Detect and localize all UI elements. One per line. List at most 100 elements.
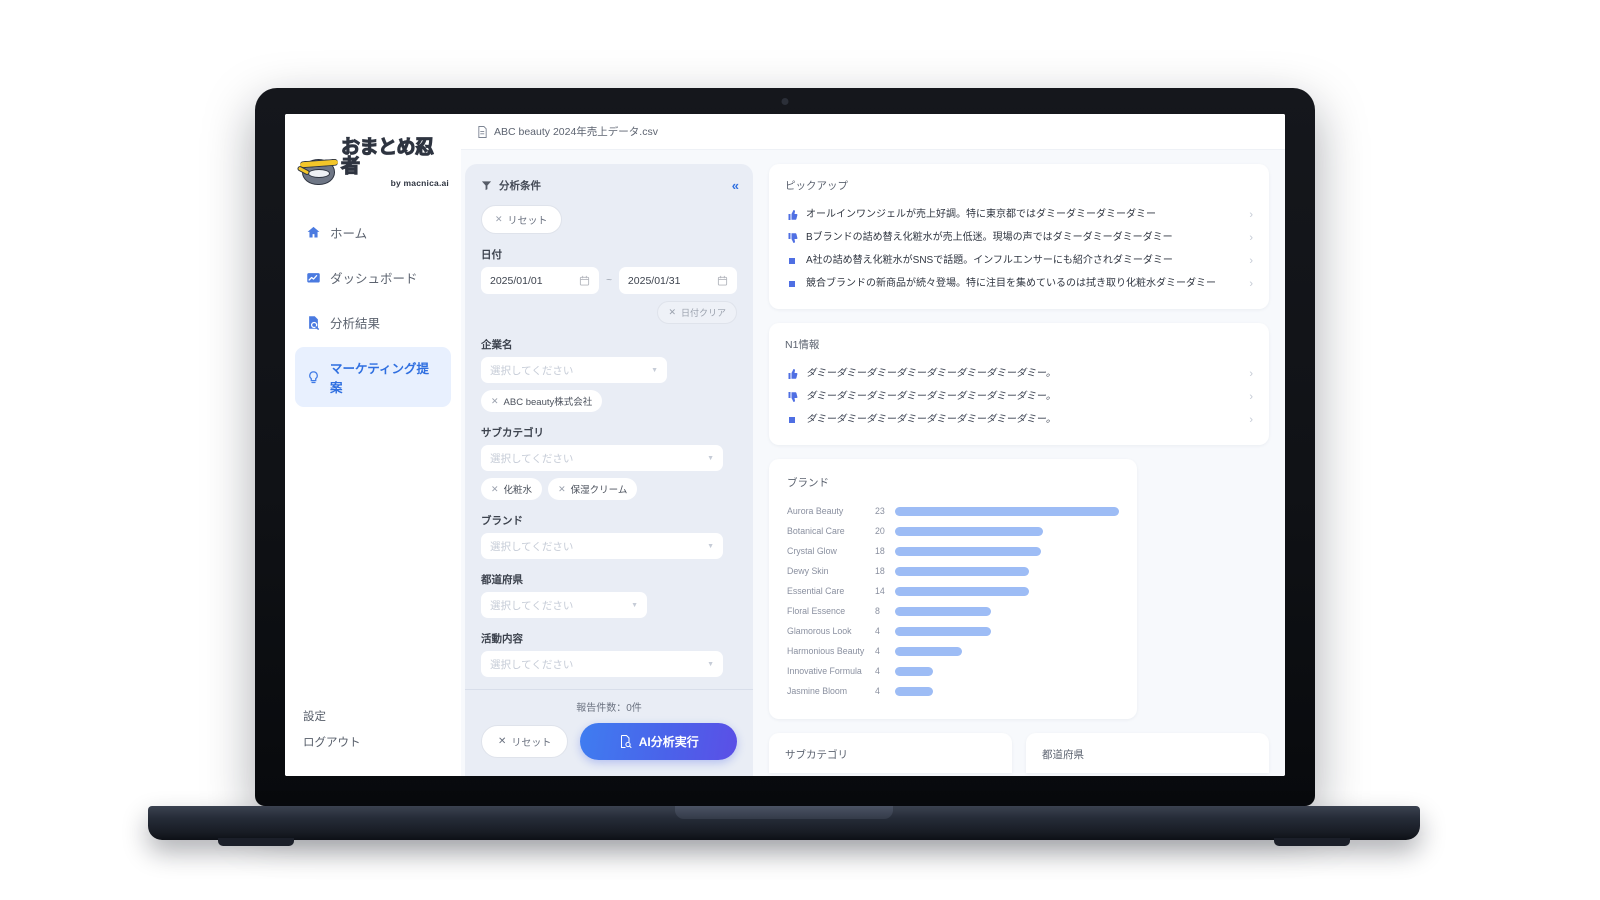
reset-filters-top-button[interactable]: ✕ リセット	[481, 205, 562, 234]
sidebar-item-home[interactable]: ホーム	[295, 212, 451, 253]
prefecture-select[interactable]: 選択してください ▼	[481, 592, 647, 618]
company-placeholder: 選択してください	[490, 364, 574, 377]
sidebar-item-label: 分析結果	[330, 317, 381, 331]
brand-field-label: ブランド	[481, 515, 523, 527]
lightbulb-icon	[305, 369, 321, 385]
prefecture-chart-card: 都道府県	[1026, 733, 1269, 773]
prefecture-field-label: 都道府県	[481, 574, 523, 586]
bar-fill	[895, 606, 992, 616]
filter-panel: 分析条件 « ✕ リセット 日付	[465, 164, 753, 776]
chip[interactable]: ✕ 化粧水	[481, 478, 543, 500]
pickup-card: ピックアップ オールインワンジェルが売上好調。特に東京都ではダミーダミーダミーダ…	[769, 164, 1269, 309]
sidebar-item-marketing-proposal[interactable]: マーケティング提案	[295, 347, 451, 407]
file-name: ABC beauty 2024年売上データ.csv	[494, 126, 658, 138]
bar-value-label: 18	[875, 566, 885, 576]
subcategory-placeholder: 選択してください	[490, 452, 574, 465]
list-item-text: 競合ブランドの新商品が続々登場。特に注目を集めているのは拭き取り化粧水ダミーダミ…	[806, 278, 1216, 289]
chip[interactable]: ✕ 保湿クリーム	[548, 478, 638, 500]
app-logo[interactable]: おまとめ忍者 by macnica.ai	[285, 128, 461, 206]
run-label: AI分析実行	[638, 735, 699, 749]
sidebar: おまとめ忍者 by macnica.ai ホーム	[285, 114, 461, 776]
analysis-result-icon	[305, 315, 321, 331]
reset-filters-button[interactable]: ✕ リセット	[481, 725, 569, 758]
card-title: 都道府県	[1042, 749, 1084, 761]
list-item[interactable]: オールインワンジェルが売上好調。特に東京都ではダミーダミーダミーダミー ›	[785, 203, 1253, 226]
chevron-right-icon: ›	[1249, 231, 1253, 244]
application-window: おまとめ忍者 by macnica.ai ホーム	[285, 114, 1285, 776]
sidebar-nav: ホーム ダッシュボード 分析結果	[285, 206, 461, 407]
square-icon	[785, 280, 798, 287]
bar-row: Jasmine Bloom 4	[787, 681, 1119, 701]
run-ai-analysis-button[interactable]: AI分析実行	[580, 723, 737, 760]
chevron-down-icon: ▼	[707, 542, 714, 550]
bar-category-label: Glamorous Look	[787, 626, 852, 636]
sidebar-item-analysis-result[interactable]: 分析結果	[295, 302, 451, 343]
activity-select[interactable]: 選択してください ▼	[481, 651, 723, 677]
list-item[interactable]: Bブランドの詰め替え化粧水が売上低迷。現場の声ではダミーダミーダミーダミー ›	[785, 226, 1253, 249]
close-icon: ✕	[491, 483, 499, 494]
webcam-icon	[781, 98, 789, 105]
sidebar-item-settings[interactable]: 設定	[303, 711, 326, 723]
bar-track	[895, 606, 1119, 616]
date-to-input[interactable]: 2025/01/31	[618, 267, 737, 294]
brand-bar-chart: Aurora Beauty 23 Botanical Care 20 Crystal G…	[787, 501, 1119, 701]
filter-header: 分析条件 «	[481, 178, 739, 193]
bar-fill	[895, 666, 934, 676]
calendar-icon	[579, 275, 590, 286]
subcategory-select[interactable]: 選択してください ▼	[481, 445, 723, 471]
brand-placeholder: 選択してください	[490, 540, 574, 553]
bar-row: Dewy Skin 18	[787, 561, 1119, 581]
bar-track	[895, 506, 1119, 516]
bar-row: Aurora Beauty 23	[787, 501, 1119, 521]
laptop-screen: おまとめ忍者 by macnica.ai ホーム	[285, 114, 1285, 776]
bar-row: Botanical Care 20	[787, 521, 1119, 541]
bar-row: Floral Essence 8	[787, 601, 1119, 621]
ai-analysis-icon	[619, 735, 632, 748]
bar-category-label: Innovative Formula	[787, 666, 862, 676]
logo-subtitle: by macnica.ai	[390, 178, 449, 188]
chevron-right-icon: ›	[1249, 208, 1253, 221]
brand-select[interactable]: 選択してください ▼	[481, 533, 723, 559]
sidebar-item-logout[interactable]: ログアウト	[303, 737, 361, 749]
thumbs-up-icon	[785, 209, 798, 221]
laptop-bezel-top	[255, 88, 1315, 114]
chart-title: ブランド	[787, 477, 829, 489]
chevron-right-icon: ›	[1249, 413, 1253, 426]
bar-row: Harmonious Beauty 4	[787, 641, 1119, 661]
bar-value-label: 4	[875, 666, 880, 676]
bar-track	[895, 526, 1119, 536]
clear-date-button[interactable]: ✕ 日付クリア	[657, 301, 737, 324]
filter-scroll-area[interactable]: 分析条件 « ✕ リセット 日付	[465, 164, 753, 689]
date-from-input[interactable]: 2025/01/01	[481, 267, 600, 294]
square-icon	[785, 257, 798, 264]
dashboard-icon	[305, 270, 321, 286]
list-item[interactable]: ダミーダミーダミーダミーダミーダミーダミーダミー。 ›	[785, 408, 1253, 431]
bar-category-label: Floral Essence	[787, 606, 846, 616]
reset-label: リセット	[511, 738, 552, 749]
bar-row: Crystal Glow 18	[787, 541, 1119, 561]
list-item[interactable]: ダミーダミーダミーダミーダミーダミーダミーダミー。 ›	[785, 385, 1253, 408]
sidebar-item-dashboard[interactable]: ダッシュボード	[295, 257, 451, 298]
bar-category-label: Jasmine Bloom	[787, 686, 848, 696]
company-select[interactable]: 選択してください ▼	[481, 357, 667, 383]
chevron-down-icon: ▼	[631, 601, 638, 609]
sidebar-item-label: ダッシュボード	[330, 272, 418, 286]
bar-value-label: 23	[875, 506, 885, 516]
clear-date-label: 日付クリア	[680, 308, 726, 318]
list-item-text: オールインワンジェルが売上好調。特に東京都ではダミーダミーダミーダミー	[806, 209, 1156, 220]
bar-track	[895, 546, 1119, 556]
chip[interactable]: ✕ ABC beauty株式会社	[481, 390, 603, 412]
bar-category-label: Botanical Care	[787, 526, 845, 536]
list-item[interactable]: A社の詰め替え化粧水がSNSで話題。インフルエンサーにも紹介されダミーダミー ›	[785, 249, 1253, 272]
bar-category-label: Aurora Beauty	[787, 506, 844, 516]
list-item[interactable]: 競合ブランドの新商品が続々登場。特に注目を集めているのは拭き取り化粧水ダミーダミ…	[785, 272, 1253, 295]
list-item-text: ダミーダミーダミーダミーダミーダミーダミーダミー。	[806, 391, 1056, 402]
activity-placeholder: 選択してください	[490, 658, 574, 671]
thumbs-up-icon	[785, 368, 798, 380]
collapse-panel-icon[interactable]: «	[731, 178, 739, 193]
list-item-text: Bブランドの詰め替え化粧水が売上低迷。現場の声ではダミーダミーダミーダミー	[806, 232, 1173, 243]
bar-row: Innovative Formula 4	[787, 661, 1119, 681]
bar-category-label: Harmonious Beauty	[787, 646, 865, 656]
list-item[interactable]: ダミーダミーダミーダミーダミーダミーダミーダミー。 ›	[785, 362, 1253, 385]
